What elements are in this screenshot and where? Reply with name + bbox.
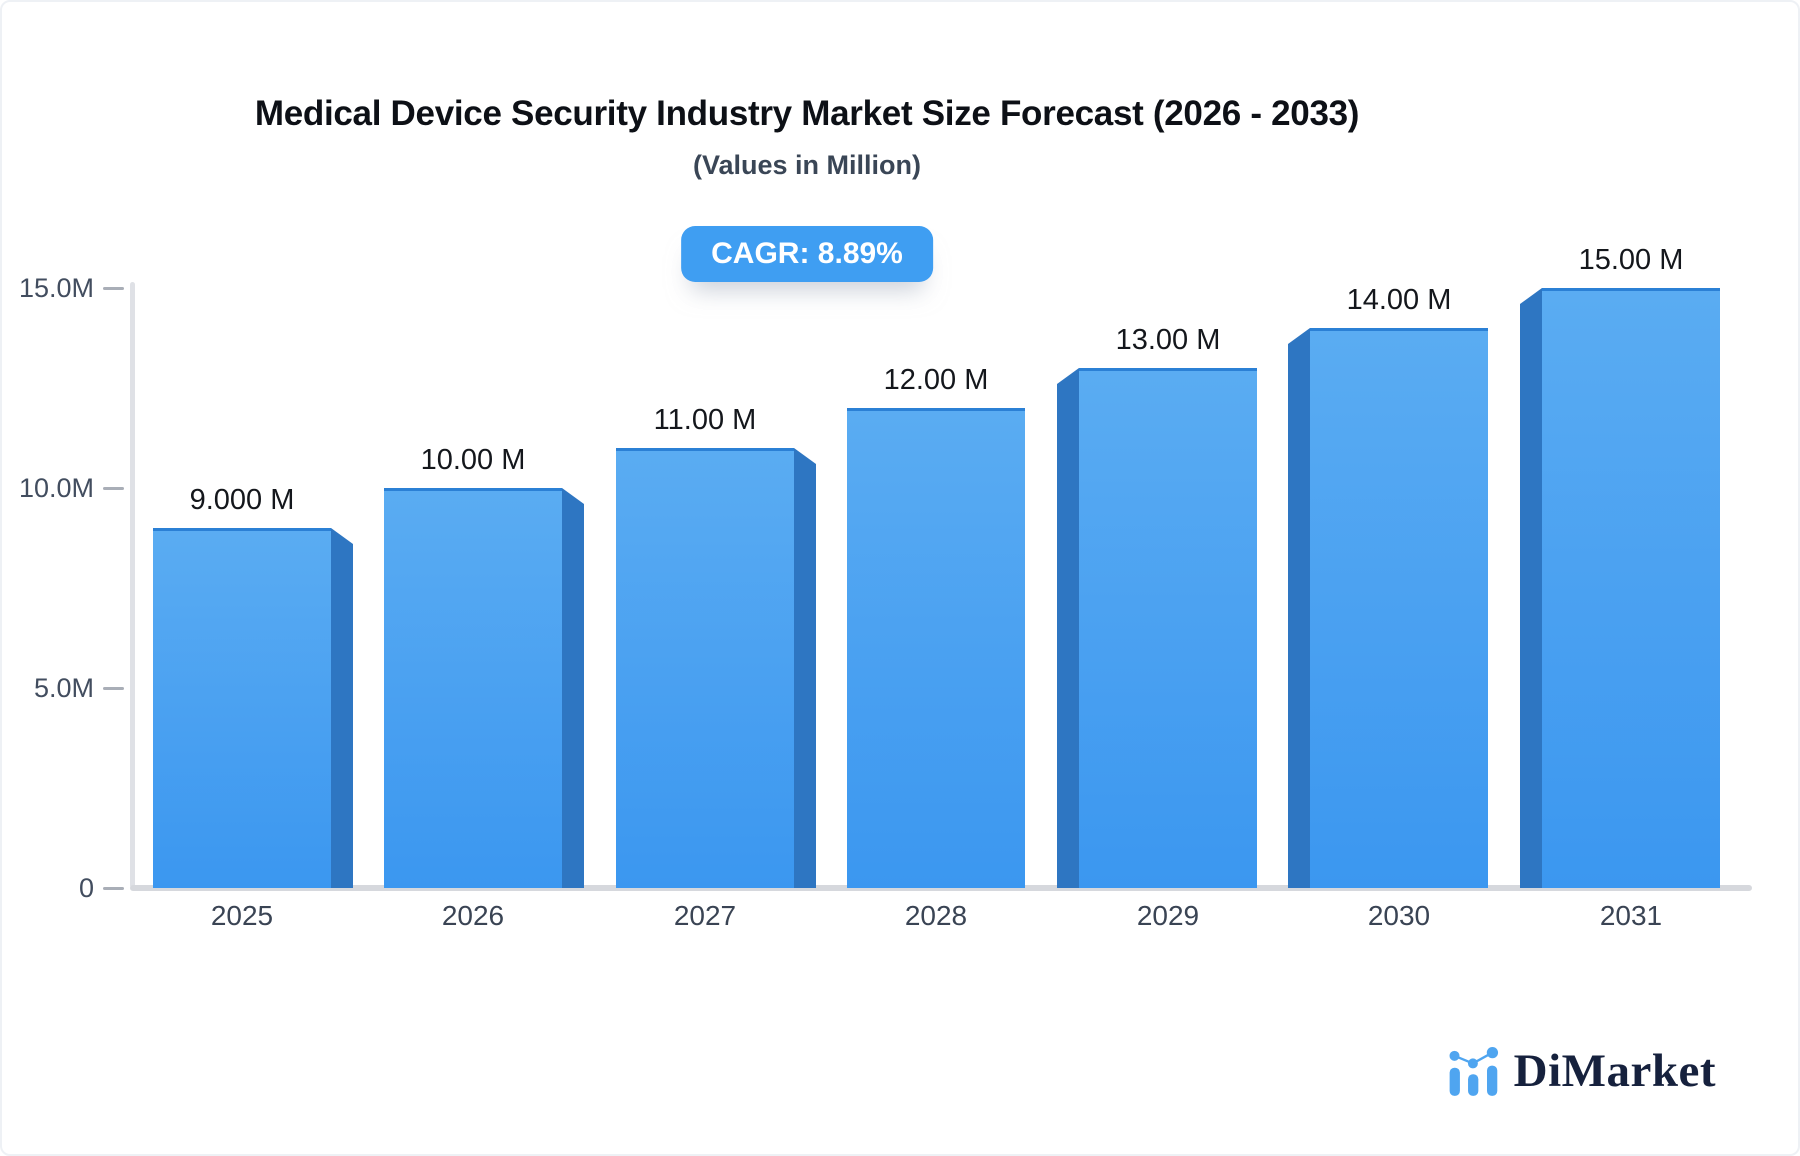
bar-2026 xyxy=(384,488,562,888)
x-axis-line xyxy=(130,885,1752,891)
bar-2029 xyxy=(1079,368,1257,888)
brand-logo: DiMarket xyxy=(1448,1044,1716,1098)
bar-2027 xyxy=(616,448,794,888)
x-tick-label: 2027 xyxy=(673,900,737,931)
y-tick-mark xyxy=(103,687,124,690)
y-tick-label: 10.0M xyxy=(18,473,94,503)
chart-subtitle: (Values in Million) xyxy=(692,150,922,180)
bar-side-2029 xyxy=(1057,368,1079,888)
bar-2031 xyxy=(1542,288,1720,888)
x-tick-label: 2031 xyxy=(1599,900,1663,931)
y-tick-label: 5.0M xyxy=(33,673,94,703)
y-tick-mark xyxy=(103,287,124,290)
x-tick-label: 2029 xyxy=(1136,900,1200,931)
bar-side-2025 xyxy=(331,528,353,888)
bar-value-label: 9.000 M xyxy=(189,484,295,516)
bar-value-label: 13.00 M xyxy=(1115,324,1221,356)
bar-2028 xyxy=(847,408,1025,888)
bar-value-label: 14.00 M xyxy=(1346,284,1452,316)
bar-value-label: 15.00 M xyxy=(1578,244,1684,276)
y-tick-mark xyxy=(103,487,124,490)
bar-value-label: 12.00 M xyxy=(883,364,989,396)
bar-side-2031 xyxy=(1520,288,1542,888)
bar-side-2030 xyxy=(1288,328,1310,888)
bar-2025 xyxy=(153,528,331,888)
y-tick-label: 0 xyxy=(78,873,94,903)
x-tick-label: 2025 xyxy=(210,900,274,931)
y-tick-mark xyxy=(103,887,124,890)
x-tick-label: 2028 xyxy=(904,900,968,931)
bar-value-label: 10.00 M xyxy=(420,444,526,476)
x-tick-label: 2026 xyxy=(441,900,505,931)
bar-2030 xyxy=(1310,328,1488,888)
bar-side-2026 xyxy=(562,488,584,888)
bar-value-label: 11.00 M xyxy=(653,404,757,436)
y-tick-label: 15.0M xyxy=(18,273,94,303)
x-tick-label: 2030 xyxy=(1367,900,1431,931)
brand-name: DiMarket xyxy=(1513,1045,1716,1097)
chart-title: Medical Device Security Industry Market … xyxy=(254,94,1360,133)
bar-side-2027 xyxy=(794,448,816,888)
cagr-badge: CAGR: 8.89% xyxy=(681,226,933,282)
y-axis-line xyxy=(130,282,135,888)
bar-chart-logo-icon xyxy=(1448,1045,1500,1097)
